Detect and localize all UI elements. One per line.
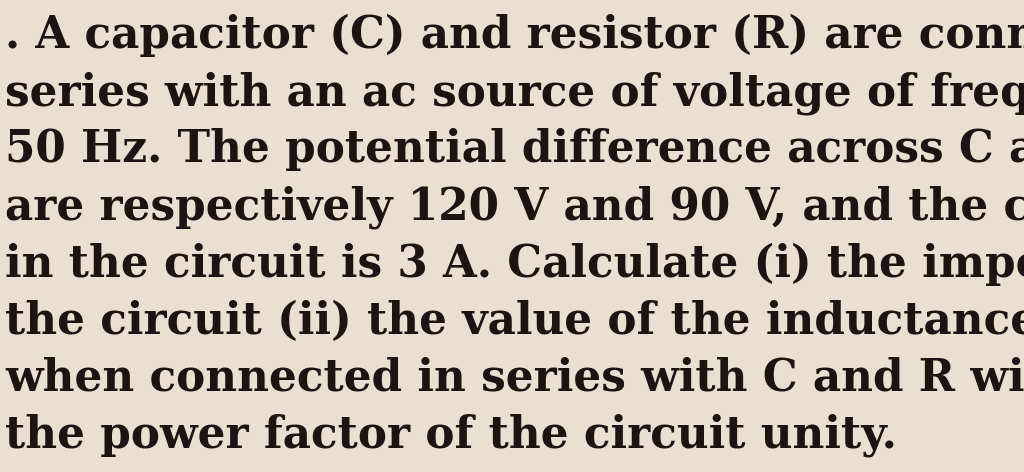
Text: the circuit (ii) the value of the inductance, which: the circuit (ii) the value of the induct… xyxy=(5,300,1024,343)
Text: the power factor of the circuit unity.: the power factor of the circuit unity. xyxy=(5,414,897,457)
Text: when connected in series with C and R will make: when connected in series with C and R wi… xyxy=(5,357,1024,400)
Text: are respectively 120 V and 90 V, and the current: are respectively 120 V and 90 V, and the… xyxy=(5,185,1024,229)
Text: series with an ac source of voltage of frequency: series with an ac source of voltage of f… xyxy=(5,71,1024,115)
Text: . A capacitor (C) and resistor (R) are connected in: . A capacitor (C) and resistor (R) are c… xyxy=(5,14,1024,57)
Text: in the circuit is 3 A. Calculate (i) the impedance of: in the circuit is 3 A. Calculate (i) the… xyxy=(5,243,1024,286)
Text: 50 Hz. The potential difference across C and R: 50 Hz. The potential difference across C… xyxy=(5,128,1024,171)
